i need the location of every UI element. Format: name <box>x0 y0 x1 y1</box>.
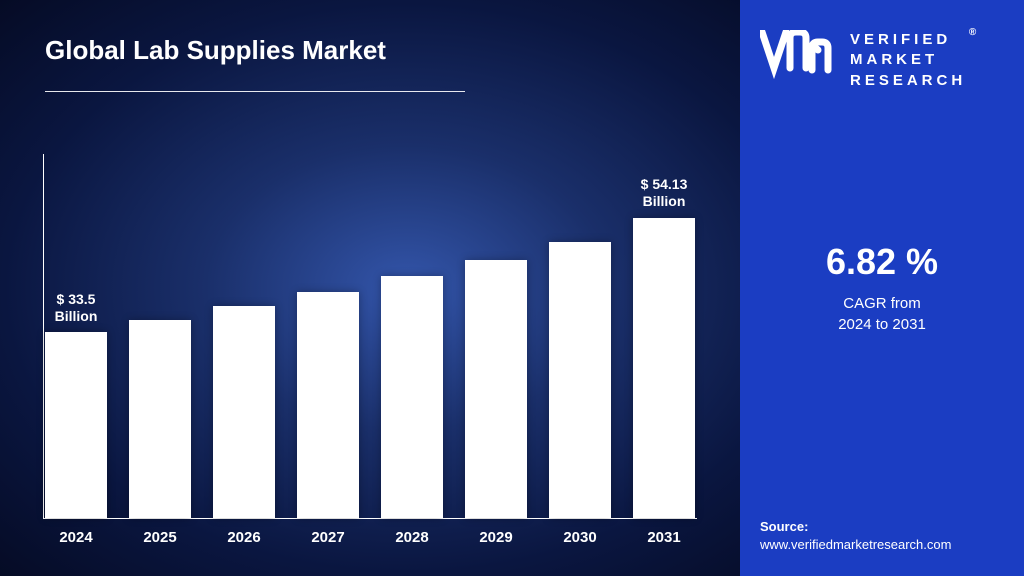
bar <box>549 242 611 518</box>
bar <box>213 306 275 518</box>
cagr-label: CAGR from 2024 to 2031 <box>740 293 1024 335</box>
logo-text: VERIFIED MARKET RESEARCH ® <box>850 30 966 91</box>
bar-wrap <box>297 292 359 518</box>
cagr-value: 6.82 % <box>740 241 1024 283</box>
x-tick: 2025 <box>129 529 191 546</box>
x-tick: 2031 <box>633 529 695 546</box>
source-block: Source: www.verifiedmarketresearch.com <box>760 518 951 554</box>
chart-panel: Global Lab Supplies Market $ 33.5Billion… <box>0 0 740 576</box>
bar-wrap <box>213 306 275 518</box>
bar-value-label: $ 54.13Billion <box>641 176 688 210</box>
info-panel: VERIFIED MARKET RESEARCH ® 6.82 % CAGR f… <box>740 0 1024 576</box>
x-tick: 2027 <box>297 529 359 546</box>
x-tick: 2024 <box>45 529 107 546</box>
title-divider <box>45 91 465 92</box>
bar-wrap <box>465 260 527 518</box>
x-tick: 2030 <box>549 529 611 546</box>
bars-container: $ 33.5Billion $ 54.13Billion <box>45 158 695 518</box>
bar <box>381 276 443 518</box>
x-axis-line <box>43 518 697 519</box>
bar <box>465 260 527 518</box>
cagr-label-line2: 2024 to 2031 <box>838 316 926 333</box>
chart-title: Global Lab Supplies Market <box>45 35 695 66</box>
logo: VERIFIED MARKET RESEARCH ® <box>760 30 1004 91</box>
registered-mark: ® <box>969 26 980 40</box>
bar-value-label: $ 33.5Billion <box>55 291 98 325</box>
y-axis <box>43 154 44 519</box>
bar-wrap: $ 33.5Billion <box>45 332 107 518</box>
bar <box>297 292 359 518</box>
x-axis-labels: 2024 2025 2026 2027 2028 2029 2030 2031 <box>45 529 695 546</box>
source-heading: Source: <box>760 518 951 536</box>
bar-wrap <box>129 320 191 518</box>
cagr-label-line1: CAGR from <box>843 295 921 312</box>
logo-line3: RESEARCH <box>850 71 966 91</box>
x-tick: 2029 <box>465 529 527 546</box>
bar <box>45 332 107 518</box>
bar-wrap <box>549 242 611 518</box>
bar <box>129 320 191 518</box>
logo-line2: MARKET <box>850 50 966 70</box>
logo-line1: VERIFIED <box>850 30 966 50</box>
bar-chart: $ 33.5Billion $ 54.13Billion 2024 2025 2026… <box>45 136 695 546</box>
vmr-logo-icon <box>760 30 838 82</box>
bar-wrap <box>381 276 443 518</box>
bar <box>633 218 695 518</box>
source-url: www.verifiedmarketresearch.com <box>760 536 951 554</box>
bar-wrap: $ 54.13Billion <box>633 218 695 518</box>
x-tick: 2028 <box>381 529 443 546</box>
x-tick: 2026 <box>213 529 275 546</box>
cagr-block: 6.82 % CAGR from 2024 to 2031 <box>740 241 1024 335</box>
